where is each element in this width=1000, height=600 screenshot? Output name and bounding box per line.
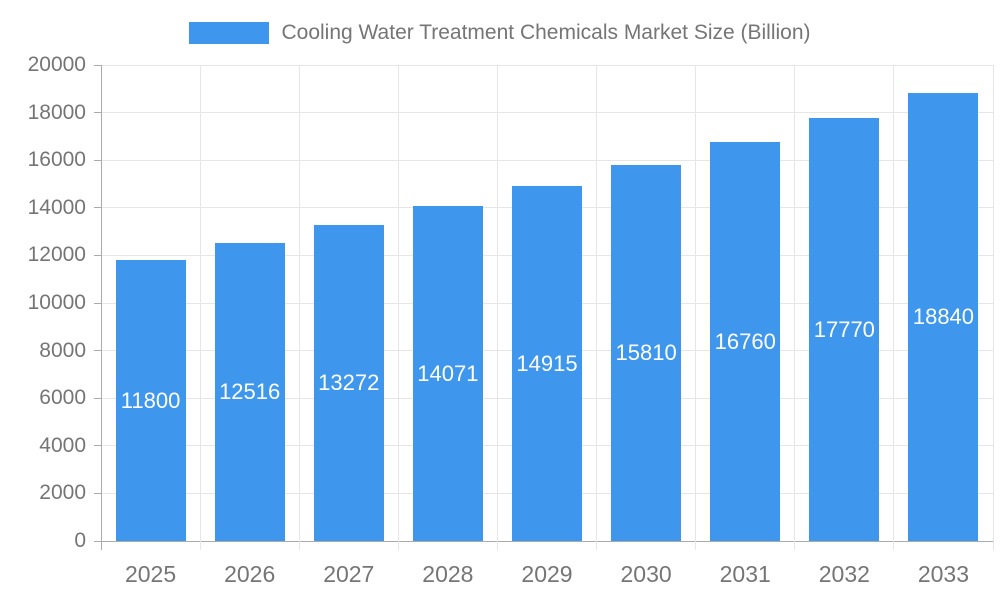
legend-swatch-icon — [189, 22, 270, 44]
x-axis-tick — [496, 541, 498, 550]
bar-value-label: 16760 — [714, 328, 776, 354]
gridline-horizontal — [101, 159, 993, 161]
x-axis-tick-label: 2028 — [422, 561, 474, 587]
y-axis-tick-label: 2000 — [39, 481, 86, 505]
x-axis-tick — [100, 541, 102, 550]
x-axis-tick — [397, 541, 399, 550]
bar — [214, 243, 285, 541]
y-axis-tick — [94, 540, 101, 542]
gridline-horizontal — [101, 540, 993, 542]
y-axis-tick — [94, 397, 101, 399]
bar-value-label: 18840 — [912, 303, 975, 329]
y-axis-tick — [94, 159, 101, 161]
bar-value-label: 13272 — [318, 370, 380, 396]
x-axis-tick-label: 2030 — [620, 561, 672, 587]
y-axis-tick-label: 6000 — [39, 386, 86, 410]
y-axis-tick — [94, 64, 101, 66]
y-axis-tick-label: 8000 — [39, 338, 86, 362]
bar-value-label: 12516 — [219, 379, 281, 405]
bar-value-label: 17770 — [813, 316, 875, 342]
y-axis-tick — [94, 112, 101, 114]
y-axis-tick-label: 18000 — [27, 100, 86, 124]
bar — [809, 118, 880, 541]
bar-value-label: 15810 — [615, 339, 677, 365]
x-axis-tick-label: 2033 — [917, 561, 970, 587]
bar-value-label: 11800 — [120, 387, 181, 413]
x-axis-tick-label: 2027 — [323, 561, 375, 587]
y-axis-tick-label: 0 — [74, 529, 86, 552]
x-axis-tick — [199, 541, 201, 550]
bar-value-label: 14915 — [516, 350, 578, 376]
bar — [710, 142, 781, 541]
x-axis-tick — [695, 541, 697, 550]
gridline-vertical — [794, 65, 796, 541]
gridline-vertical — [298, 65, 300, 541]
gridline-vertical — [397, 65, 399, 541]
bar — [512, 186, 582, 541]
bar-value-label: 14071 — [417, 360, 479, 386]
y-axis-tick-label: 12000 — [27, 243, 86, 267]
x-axis-tick-label: 2029 — [521, 561, 573, 587]
gridline-horizontal — [101, 64, 993, 66]
y-axis-tick — [94, 207, 101, 209]
x-axis-tick-label: 2025 — [124, 561, 177, 587]
y-axis-tick — [94, 492, 101, 494]
x-axis-tick — [596, 541, 598, 550]
x-axis-tick — [893, 541, 895, 550]
bar — [412, 206, 483, 541]
y-axis-tick — [94, 445, 101, 447]
gridline-vertical — [992, 65, 994, 541]
gridline-vertical — [496, 65, 498, 541]
x-axis-tick-label: 2031 — [719, 561, 771, 587]
legend[interactable]: Cooling Water Treatment Chemicals Market… — [0, 21, 1000, 45]
bar — [115, 260, 186, 541]
y-axis-tick-label: 4000 — [39, 433, 86, 457]
x-axis-tick-label: 2032 — [818, 561, 870, 587]
y-axis-tick-label: 20000 — [27, 53, 86, 76]
bar — [313, 225, 384, 541]
x-axis-tick-label: 2026 — [224, 561, 276, 587]
x-axis-tick — [298, 541, 300, 550]
gridline-horizontal — [101, 112, 993, 114]
y-axis-tick-label: 14000 — [27, 195, 86, 219]
bar — [908, 92, 979, 541]
y-axis-tick — [94, 254, 101, 256]
gridline-vertical — [695, 65, 697, 541]
gridline-vertical — [199, 65, 201, 541]
y-axis-tick-label: 10000 — [27, 291, 86, 314]
gridline-vertical — [596, 65, 598, 541]
gridline-vertical — [893, 65, 895, 541]
legend-label: Cooling Water Treatment Chemicals Market… — [281, 21, 811, 44]
x-axis-tick — [992, 541, 994, 550]
y-axis-tick — [94, 302, 101, 304]
x-axis-tick — [794, 541, 796, 550]
bar — [611, 164, 682, 541]
gridline-vertical — [100, 65, 102, 541]
y-axis-tick-label: 16000 — [27, 148, 86, 172]
y-axis-tick — [94, 350, 101, 352]
